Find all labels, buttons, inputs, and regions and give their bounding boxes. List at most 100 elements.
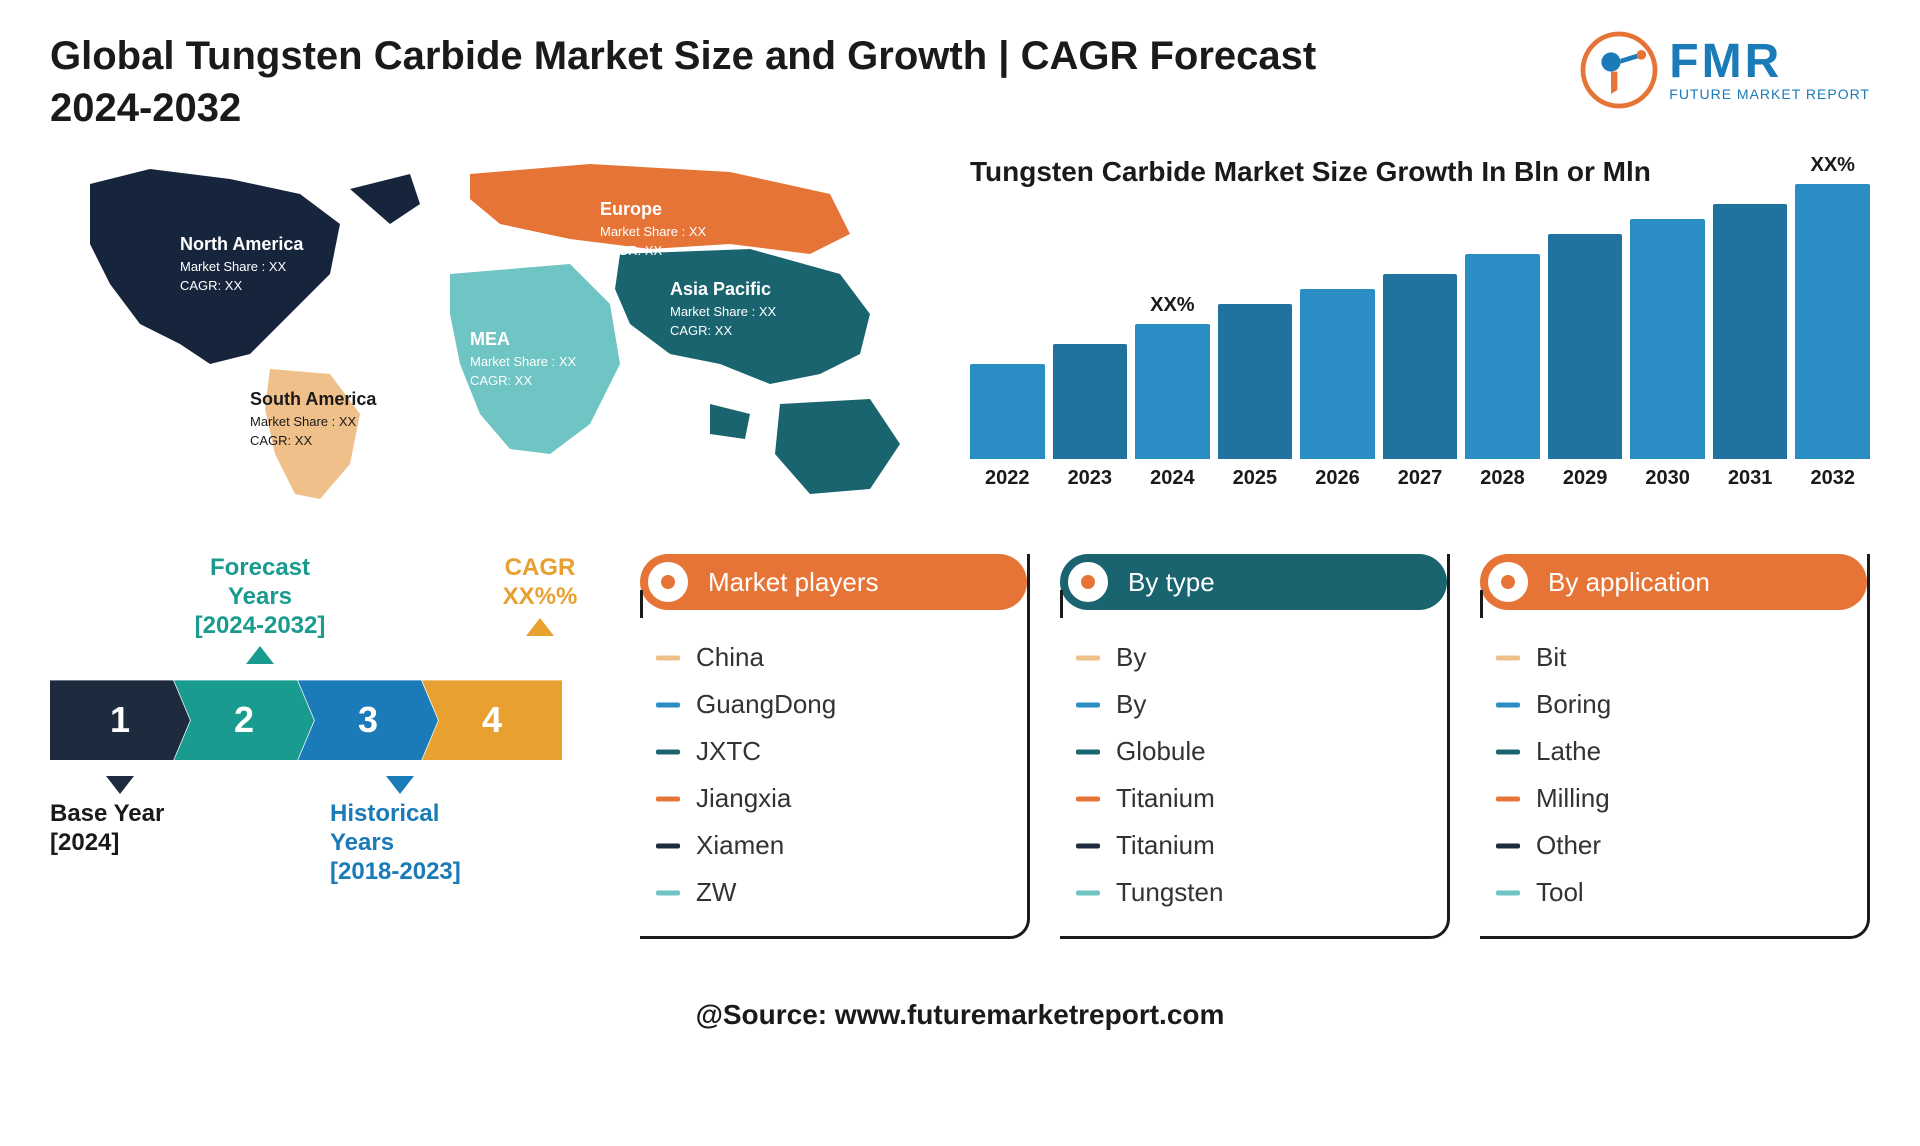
list-item: China (656, 634, 1027, 681)
bar (970, 364, 1045, 459)
bar-year: 2026 (1315, 467, 1360, 490)
region-share: Market Share : XX (250, 414, 376, 429)
bar-wrap: 2031 (1713, 204, 1788, 490)
bar-year: 2029 (1563, 467, 1608, 490)
list-item: Tungsten (1076, 869, 1447, 916)
region-share: Market Share : XX (600, 224, 706, 239)
list-item: Titanium (1076, 775, 1447, 822)
category-column: By application BitBoringLatheMillingOther… (1480, 554, 1870, 939)
category-column: By type ByByGlobuleTitaniumTitaniumTungst… (1060, 554, 1450, 939)
region-cagr: CAGR: XX (180, 278, 303, 293)
bar (1465, 254, 1540, 459)
category-list: ByByGlobuleTitaniumTitaniumTungsten (1060, 634, 1447, 916)
category-header: Market players (640, 554, 1027, 610)
timeline-bottom-label: Base Year[2024] (50, 770, 190, 886)
list-item: By (1076, 681, 1447, 728)
world-map: North America Market Share : XX CAGR: XX… (50, 154, 930, 514)
list-item: Lathe (1496, 728, 1867, 775)
dot-icon (1068, 562, 1108, 602)
region-mea: MEA Market Share : XX CAGR: XX (470, 329, 576, 388)
bar-year: 2032 (1810, 467, 1855, 490)
bar-annotation: XX% (1811, 154, 1855, 177)
bar (1135, 324, 1210, 459)
category-title: By type (1128, 567, 1215, 598)
timeline-segment: 3 (298, 680, 438, 760)
list-item: Bit (1496, 634, 1867, 681)
category-header: By application (1480, 554, 1867, 610)
arrow-up-icon (526, 618, 554, 636)
category-column: Market players ChinaGuangDongJXTCJiangxia… (640, 554, 1030, 939)
bottom-row: Forecast Years[2024-2032] CAGRXX%% 1234 B… (50, 554, 1870, 939)
logo-sub: FUTURE MARKET REPORT (1669, 86, 1870, 102)
dot-icon (648, 562, 688, 602)
bar (1053, 344, 1128, 459)
category-title: By application (1548, 567, 1710, 598)
bar-year: 2022 (985, 467, 1030, 490)
region-cagr: CAGR: XX (250, 433, 376, 448)
bar-year: 2023 (1068, 467, 1113, 490)
region-ap: Asia Pacific Market Share : XX CAGR: XX (670, 279, 776, 338)
timeline: Forecast Years[2024-2032] CAGRXX%% 1234 B… (50, 554, 610, 939)
timeline-top-label (50, 554, 190, 670)
timeline-top-label (330, 554, 470, 670)
bar (1548, 234, 1623, 459)
region-name: MEA (470, 329, 510, 349)
bar-wrap: 2023 (1053, 344, 1128, 490)
list-item: Other (1496, 822, 1867, 869)
region-share: Market Share : XX (470, 354, 576, 369)
list-item: JXTC (656, 728, 1027, 775)
bar-year: 2028 (1480, 467, 1525, 490)
list-item: Jiangxia (656, 775, 1027, 822)
timeline-segment: 4 (422, 680, 562, 760)
bar-wrap: 2022 (970, 364, 1045, 490)
bar-wrap: 2030 (1630, 219, 1705, 490)
arrow-down-icon (106, 776, 134, 794)
logo-main: FMR (1669, 38, 1870, 86)
region-share: Market Share : XX (180, 259, 303, 274)
bar-year: 2027 (1398, 467, 1443, 490)
timeline-top-labels: Forecast Years[2024-2032] CAGRXX%% (50, 554, 610, 670)
list-item: Tool (1496, 869, 1867, 916)
bar-wrap: 2029 (1548, 234, 1623, 490)
timeline-bottom-label (470, 770, 610, 886)
list-item: Xiamen (656, 822, 1027, 869)
page-title: Global Tungsten Carbide Market Size and … (50, 30, 1350, 134)
bar (1300, 289, 1375, 459)
region-share: Market Share : XX (670, 304, 776, 319)
chart-title: Tungsten Carbide Market Size Growth In B… (970, 154, 1870, 190)
bar-chart-section: Tungsten Carbide Market Size Growth In B… (970, 154, 1870, 514)
spyglass-icon (1579, 30, 1659, 110)
bar (1795, 184, 1870, 459)
bar-year: 2030 (1645, 467, 1690, 490)
timeline-top-label: CAGRXX%% (470, 554, 610, 670)
bar-wrap: 2026 (1300, 289, 1375, 490)
header: Global Tungsten Carbide Market Size and … (50, 30, 1870, 134)
list-item: GuangDong (656, 681, 1027, 728)
bar-year: 2025 (1233, 467, 1278, 490)
list-item: Titanium (1076, 822, 1447, 869)
region-cagr: CAGR: XX (670, 323, 776, 338)
timeline-bottom-label: Historical Years[2018-2023] (330, 770, 470, 886)
bar-wrap: XX%2032 (1795, 184, 1870, 490)
list-item: Boring (1496, 681, 1867, 728)
bar (1218, 304, 1293, 459)
timeline-top-label: Forecast Years[2024-2032] (190, 554, 330, 670)
bar-wrap: XX%2024 (1135, 324, 1210, 490)
bar (1713, 204, 1788, 459)
category-list: BitBoringLatheMillingOtherTool (1480, 634, 1867, 916)
region-cagr: CAGR: XX (600, 243, 706, 258)
list-item: Globule (1076, 728, 1447, 775)
list-item: Milling (1496, 775, 1867, 822)
region-name: Europe (600, 199, 662, 219)
bar-chart: 2022 2023 XX%2024 2025 2026 2027 2028 2029 2030 2… (970, 210, 1870, 490)
region-name: Asia Pacific (670, 279, 771, 299)
timeline-bar: 1234 (50, 680, 610, 760)
category-list: ChinaGuangDongJXTCJiangxiaXiamenZW (640, 634, 1027, 916)
region-sa: South America Market Share : XX CAGR: XX (250, 389, 376, 448)
bar-wrap: 2028 (1465, 254, 1540, 490)
bar-wrap: 2027 (1383, 274, 1458, 490)
timeline-bottom-label (190, 770, 330, 886)
region-name: South America (250, 389, 376, 409)
timeline-segment: 1 (50, 680, 190, 760)
region-cagr: CAGR: XX (470, 373, 576, 388)
